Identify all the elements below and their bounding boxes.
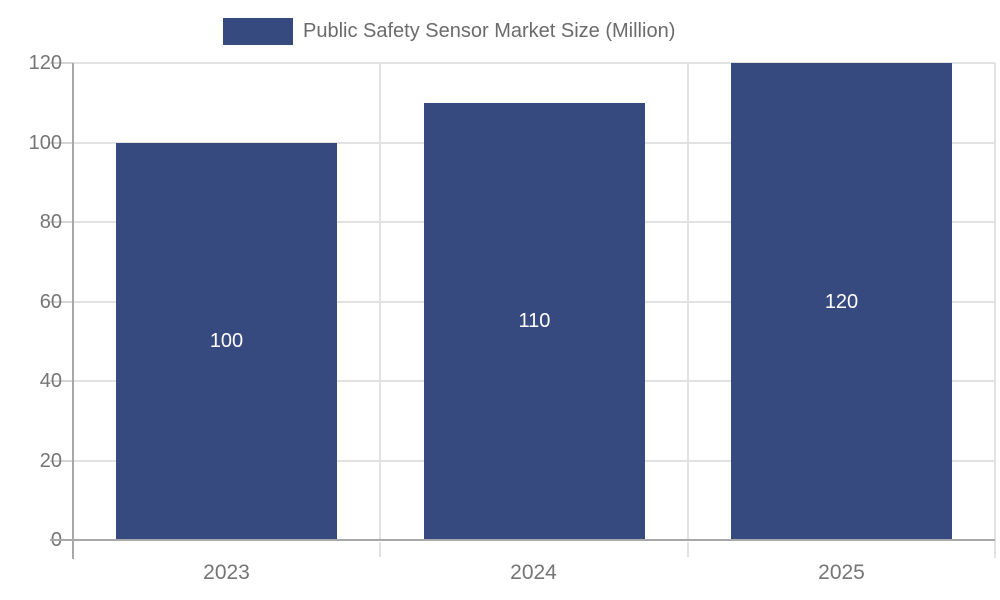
bar-2023[interactable] [116,142,337,540]
x-tick-label: 2024 [510,561,557,584]
bar-value-label: 100 [209,330,244,352]
x-tick-label: 2023 [203,561,250,584]
legend[interactable]: Public Safety Sensor Market Size (Millio… [223,18,675,45]
legend-label: Public Safety Sensor Market Size (Millio… [303,20,676,42]
y-tick-mark [50,300,73,303]
x-gridline [686,63,689,540]
x-gridline [379,63,382,540]
y-tick-label: 60 [39,290,62,313]
y-tick-label: 80 [39,211,62,233]
y-tick-mark [50,141,73,144]
x-gridline [994,63,996,558]
y-tick-label: 20 [39,449,62,472]
bar-value-label: 120 [824,291,859,313]
y-tick-label: 100 [28,131,62,154]
y-tick-mark [50,62,73,64]
x-tick-label: 2025 [818,561,865,584]
y-tick-label: 40 [39,370,62,392]
y-tick-mark [50,459,73,462]
x-axis-line [50,539,995,541]
y-axis-line [72,63,74,559]
y-tick-label: 120 [28,52,62,74]
x-tick-mark [379,542,382,557]
x-tick-mark [686,542,689,557]
y-gridline [73,62,995,64]
bar-2025[interactable] [731,63,952,540]
y-tick-mark [50,380,73,382]
bar-value-label: 110 [518,310,551,332]
bar-2024[interactable] [424,102,645,540]
y-tick-mark [50,221,73,223]
legend-swatch [223,18,293,45]
